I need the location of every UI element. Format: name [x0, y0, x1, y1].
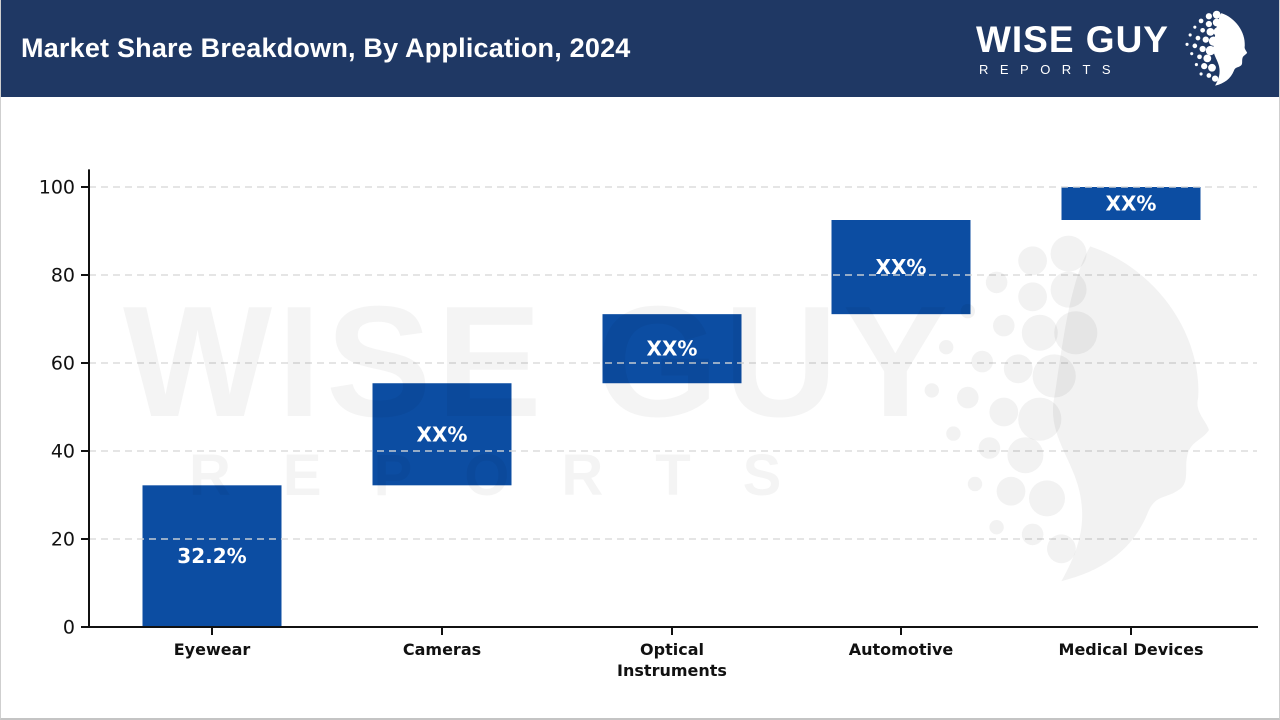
y-tick-label-40: 40	[51, 441, 75, 463]
wise-guy-logo: WISE GUY REPORTS	[976, 9, 1251, 89]
bar-label-optical-instruments: XX%	[647, 337, 698, 361]
bar-medical-devices	[1061, 187, 1201, 220]
bar-eyewear	[142, 485, 282, 627]
page-title: Market Share Breakdown, By Application, …	[21, 33, 631, 63]
bar-label-medical-devices: XX%	[1106, 192, 1157, 216]
bar-optical-instruments	[602, 314, 742, 384]
x-category-label-optical-instruments: Instruments	[617, 661, 727, 680]
y-tick-label-0: 0	[63, 617, 75, 639]
x-category-label-optical-instruments: Optical	[640, 640, 704, 659]
logo-text: WISE GUY REPORTS	[976, 21, 1169, 76]
x-category-label-cameras: Cameras	[403, 640, 481, 659]
logo-wiseguy-text: WISE GUY	[975, 19, 1169, 60]
waterfall-chart: 32.2% XX% XX% XX% XX% 0 20 40 60 80 100 Eyewear Came…	[39, 169, 1258, 680]
chart-area: WISE GUY REPORTS 32.2%XX%XX%XX%XX%020406…	[1, 97, 1279, 718]
y-tick-label-60: 60	[51, 353, 75, 375]
bar-label-eyewear: 32.2%	[177, 544, 246, 568]
y-tick-label-80: 80	[51, 265, 75, 287]
bar-label-automotive: XX%	[876, 255, 927, 279]
x-category-label-automotive: Automotive	[849, 640, 954, 659]
y-tick-label-20: 20	[51, 529, 75, 551]
bar-label-cameras: XX%	[417, 422, 468, 446]
bar-cameras	[372, 383, 512, 486]
header-bar: Market Share Breakdown, By Application, …	[1, 0, 1279, 97]
logo-reports-text: REPORTS	[978, 62, 1123, 77]
dotted-head-icon	[1173, 9, 1251, 89]
x-category-label-medical-devices: Medical Devices	[1059, 640, 1204, 659]
y-tick-label-100: 100	[39, 177, 75, 199]
x-category-label-eyewear: Eyewear	[174, 640, 251, 659]
